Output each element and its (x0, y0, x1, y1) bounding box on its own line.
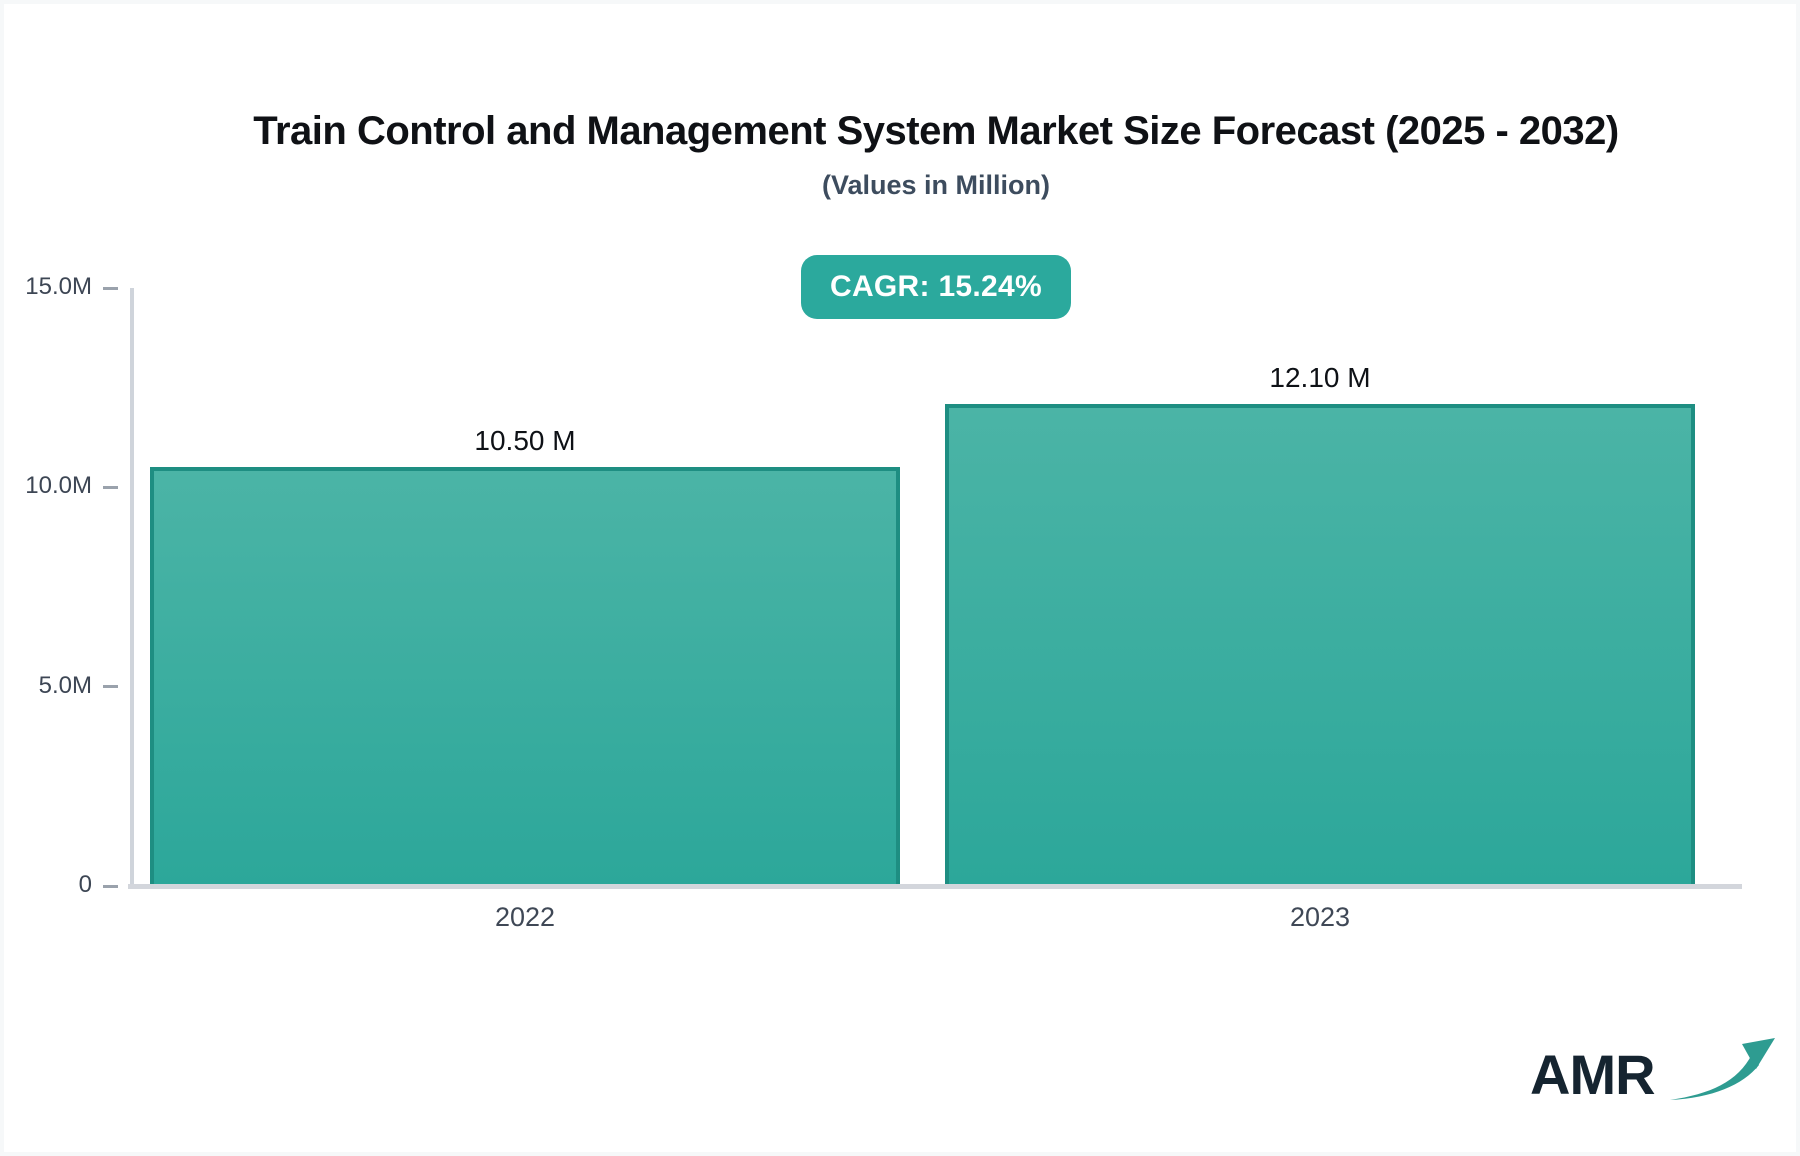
x-axis-label-2022: 2022 (494, 902, 556, 932)
chart-title: Train Control and Management System Mark… (253, 109, 1619, 153)
y-tick-label: 10.0M (25, 472, 92, 499)
amr-logo-text: AMR (1530, 1043, 1656, 1106)
y-tick-label: 5.0M (38, 672, 92, 699)
y-tick-label: 0 (78, 871, 92, 898)
bar-2023 (945, 404, 1695, 886)
y-tick-mark (103, 685, 118, 688)
bar-value-label-2023: 12.10 M (1269, 362, 1371, 393)
x-axis-label-2023: 2023 (1289, 902, 1351, 932)
chart-subtitle: (Values in Million) (821, 170, 1051, 200)
x-axis-line (128, 884, 1742, 889)
y-tick-mark (103, 885, 118, 888)
y-tick-label: 15.0M (25, 273, 92, 300)
y-tick-mark (103, 287, 118, 290)
amr-logo-arrow-icon (1670, 1038, 1775, 1100)
y-tick-mark (103, 486, 118, 489)
bar-2022 (150, 467, 900, 886)
title-wrap: Train Control and Management System Mark… (130, 108, 1742, 154)
amr-logo: AMR (1520, 1030, 1775, 1120)
y-axis-line (130, 288, 134, 888)
bar-value-label-2022: 10.50 M (474, 425, 576, 456)
